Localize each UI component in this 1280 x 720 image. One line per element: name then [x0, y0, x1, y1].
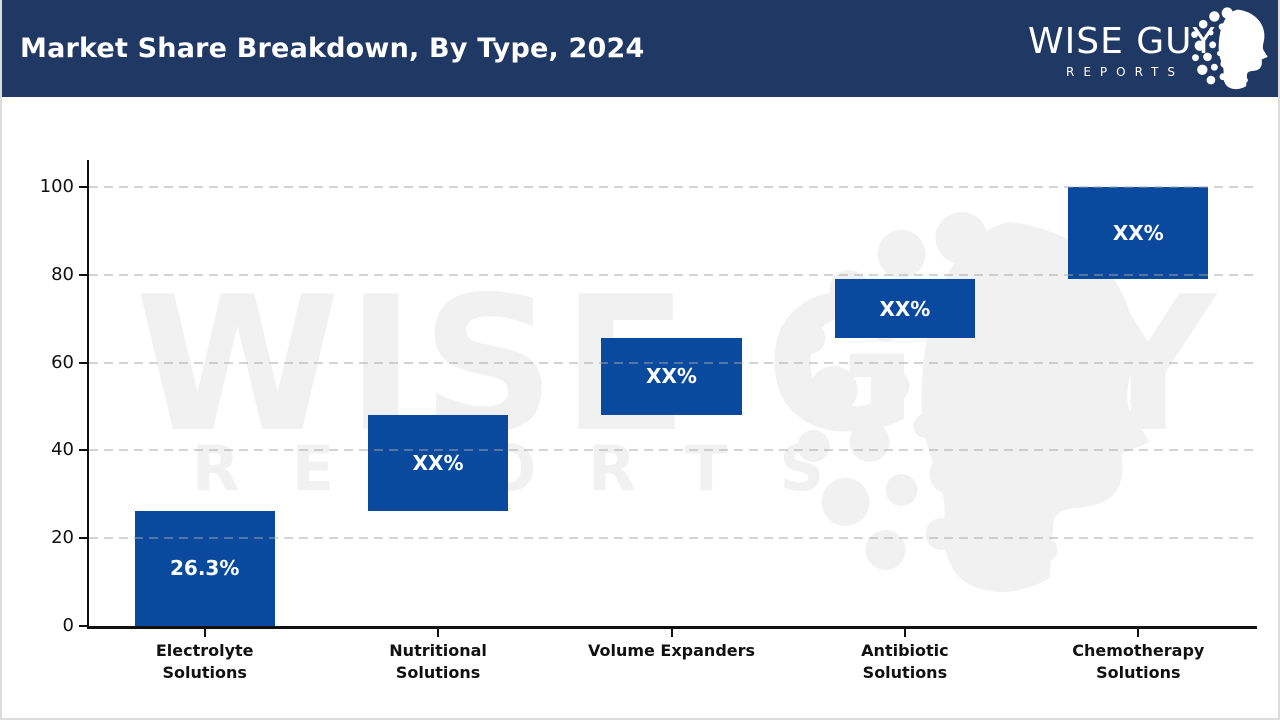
- x-axis-tick-antibiotic-solutions: [903, 629, 906, 637]
- x-axis-label-chemotherapy-solutions: Chemotherapy Solutions: [1072, 640, 1204, 683]
- bar-value-label: XX%: [879, 296, 931, 321]
- y-axis-tick-label-60: 60: [51, 351, 74, 373]
- y-axis-tick-label-20: 20: [51, 527, 74, 549]
- y-axis-tick-label-40: 40: [51, 439, 74, 461]
- y-axis-tick-label-100: 100: [39, 176, 74, 197]
- gridline-100: [89, 186, 1255, 188]
- x-axis-tick-nutritional-solutions: [437, 629, 440, 637]
- bar-electrolyte-solutions: 26.3%: [134, 510, 275, 626]
- gridline-60: [89, 361, 1255, 364]
- brand-head-logo-icon: [1186, 5, 1272, 95]
- x-axis-line: [87, 626, 1257, 629]
- watermark-brand-subtext: REPORTS: [192, 432, 877, 505]
- brand-logo: WISE GUY REPORTS: [1014, 4, 1272, 94]
- y-axis-tick-label-0: 0: [62, 615, 74, 636]
- x-axis-label-line: Solutions: [1096, 662, 1181, 682]
- y-axis-tick-60: [79, 361, 87, 364]
- header-bar: Market Share Breakdown, By Type, 2024 WI…: [0, 0, 1280, 97]
- bar-volume-expanders: XX%: [601, 338, 742, 415]
- bar-value-label: XX%: [1112, 221, 1164, 246]
- chart-title: Market Share Breakdown, By Type, 2024: [20, 33, 645, 64]
- bar-value-label: 26.3%: [169, 556, 240, 581]
- x-axis-label-line: Electrolyte: [155, 641, 254, 660]
- brand-name: WISE GUY: [1028, 21, 1216, 62]
- bar-value-label: XX%: [412, 450, 464, 475]
- x-axis-label-line: Nutritional: [389, 641, 487, 660]
- gridline-20: [89, 537, 1255, 540]
- y-axis-tick-80: [79, 273, 87, 276]
- gridline-80: [89, 273, 1255, 276]
- x-axis-label-electrolyte-solutions: Electrolyte Solutions: [156, 640, 254, 683]
- bar-nutritional-solutions: XX%: [368, 414, 509, 511]
- x-axis-label-line: Solutions: [162, 662, 247, 682]
- y-axis-tick-100: [79, 186, 87, 188]
- y-axis-tick-40: [79, 449, 87, 452]
- brand-subname: REPORTS: [1065, 65, 1184, 79]
- brand-logo-text: WISE GUY REPORTS: [1028, 21, 1216, 80]
- x-axis-label-line: Chemotherapy: [1072, 641, 1205, 660]
- y-axis-tick-20: [79, 537, 87, 540]
- bar-chemotherapy-solutions: XX%: [1068, 187, 1209, 280]
- y-axis-tick-label-80: 80: [51, 263, 74, 285]
- bar-antibiotic-solutions: XX%: [834, 279, 975, 338]
- x-axis-label-antibiotic-solutions: Antibiotic Solutions: [861, 640, 948, 683]
- x-axis-label-volume-expanders: Volume Expanders: [588, 640, 755, 662]
- x-axis-label-line: Antibiotic: [861, 641, 949, 660]
- gridline-40: [89, 449, 1255, 452]
- x-axis-tick-electrolyte-solutions: [203, 629, 206, 637]
- y-axis-tick-0: [79, 625, 87, 627]
- x-axis-tick-volume-expanders: [670, 629, 673, 637]
- bar-value-label: XX%: [646, 364, 697, 389]
- x-axis-label-line: Volume Expanders: [587, 641, 756, 660]
- y-axis-line: [87, 160, 89, 628]
- x-axis-label-line: Solutions: [395, 662, 481, 682]
- x-axis-tick-chemotherapy-solutions: [1137, 629, 1140, 637]
- x-axis-label-nutritional-solutions: Nutritional Solutions: [389, 640, 487, 683]
- x-axis-label-line: Solutions: [862, 662, 948, 682]
